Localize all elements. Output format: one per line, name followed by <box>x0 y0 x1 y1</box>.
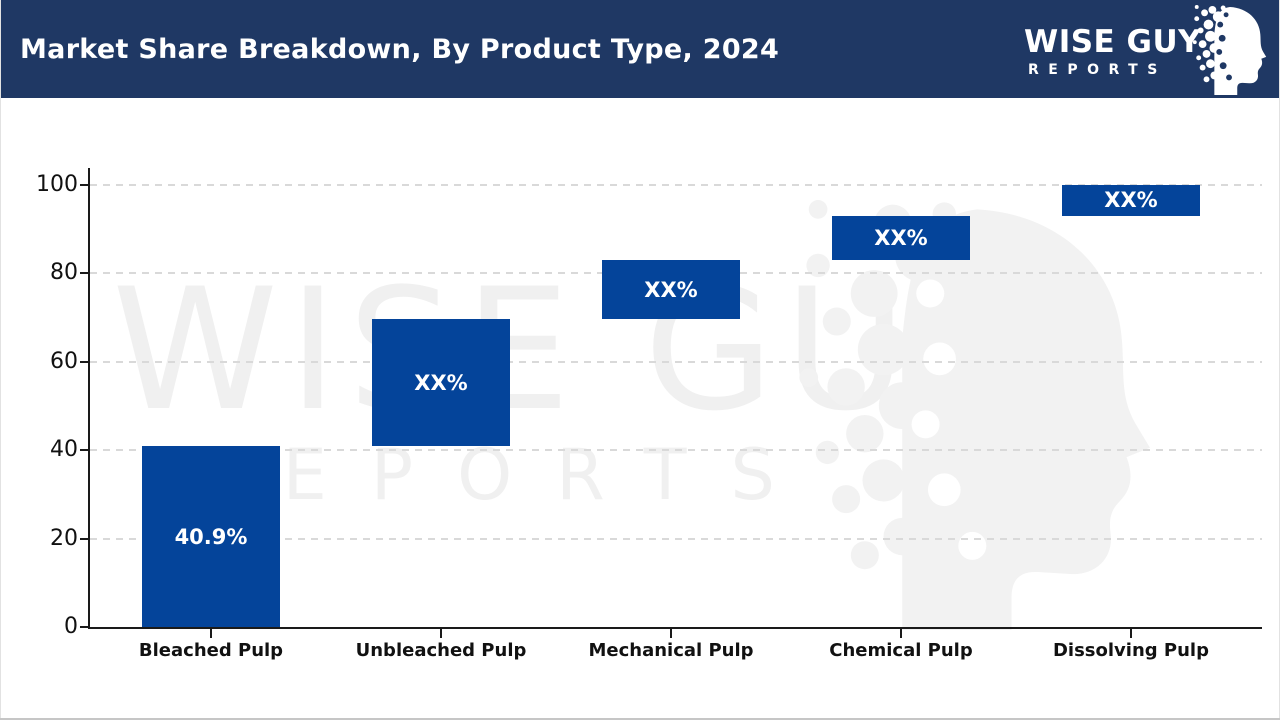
y-tick-mark <box>80 537 90 540</box>
header: Market Share Breakdown, By Product Type,… <box>0 0 1280 98</box>
bar-chemical-pulp: XX% <box>832 215 970 261</box>
gridline-y100 <box>90 184 1262 186</box>
logo-subtitle: REPORTS <box>1028 62 1167 78</box>
bar-value-label: 40.9% <box>174 524 248 549</box>
page-title: Market Share Breakdown, By Product Type,… <box>20 33 780 65</box>
x-axis-category-label: Unbleached Pulp <box>355 640 527 661</box>
bar-dissolving-pulp: XX% <box>1062 185 1200 216</box>
x-axis-category-label: Mechanical Pulp <box>588 640 754 661</box>
y-tick-mark <box>80 449 90 452</box>
x-tick-mark <box>900 629 902 638</box>
x-axis-category-label: Dissolving Pulp <box>1052 640 1209 661</box>
y-axis-tick-label: 60 <box>50 348 78 374</box>
x-axis-category-label: Chemical Pulp <box>829 640 973 661</box>
gridline-y40 <box>90 449 1262 452</box>
y-tick-mark <box>80 626 90 628</box>
wiseguy-logo: WISE GUY REPORTS <box>1024 0 1274 98</box>
y-axis-line <box>88 168 90 629</box>
y-tick-mark <box>80 272 90 275</box>
bar-unbleached-pulp: XX% <box>372 319 510 447</box>
watermark-subtitle: REPORTS <box>190 434 819 516</box>
x-axis-category-label: Bleached Pulp <box>138 640 284 661</box>
y-axis-tick-label: 80 <box>50 260 78 286</box>
gridline-y20 <box>90 537 1262 540</box>
bar-value-label: XX% <box>414 370 468 395</box>
x-tick-mark <box>440 629 442 638</box>
watermark-head-icon <box>799 200 1150 630</box>
y-axis-tick-label: 100 <box>36 172 78 197</box>
bar-mechanical-pulp: XX% <box>602 260 740 320</box>
bar-value-label: XX% <box>1104 188 1158 213</box>
y-tick-mark <box>80 184 90 186</box>
bar-value-label: XX% <box>644 277 698 302</box>
wiseguy-head-icon <box>1192 5 1267 95</box>
y-axis-tick-label: 40 <box>50 437 78 463</box>
x-tick-mark <box>670 629 672 638</box>
x-axis-line <box>88 627 1262 629</box>
y-tick-mark <box>80 360 90 363</box>
bar-value-label: XX% <box>874 226 928 251</box>
y-axis-tick-label: 0 <box>64 614 78 639</box>
logo-wordmark: WISE GUY <box>1024 24 1202 60</box>
x-tick-mark <box>210 629 212 638</box>
x-tick-mark <box>1130 629 1132 638</box>
bar-bleached-pulp: 40.9% <box>142 446 280 627</box>
y-axis-tick-label: 20 <box>50 525 78 551</box>
gridline-y60 <box>90 360 1262 363</box>
